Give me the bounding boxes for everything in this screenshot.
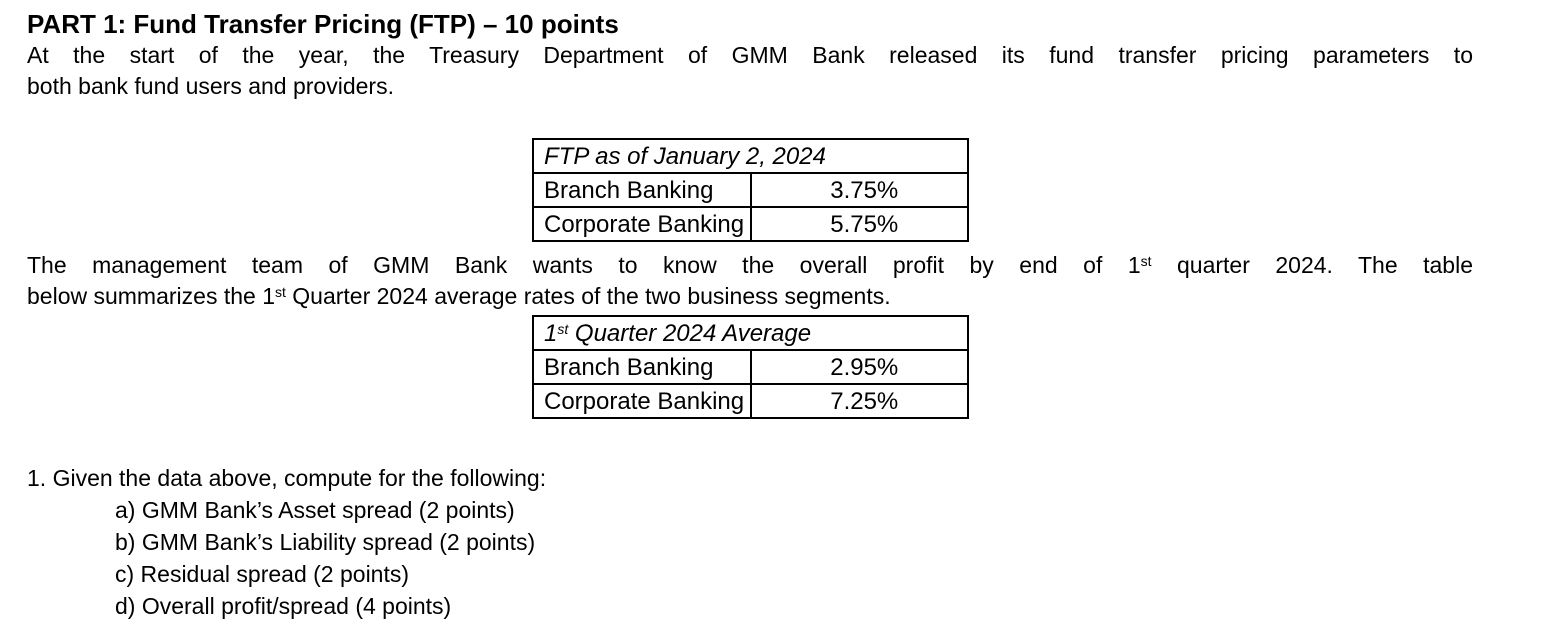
ftp-table: FTP as of January 2, 2024 Branch Banking… <box>532 138 969 242</box>
rate-value: 3.75% <box>749 172 969 208</box>
para2-line1: The management team of GMM Bank wants to… <box>27 250 1473 281</box>
question-item-c: c) Residual spread (2 points) <box>115 561 410 587</box>
question-item-a: a) GMM Bank’s Asset spread (2 points) <box>115 497 515 523</box>
rate-value: 7.25% <box>749 383 969 419</box>
question-item-b: b) GMM Bank’s Liability spread (2 points… <box>115 529 536 555</box>
document-page: PART 1: Fund Transfer Pricing (FTP) – 10… <box>27 9 1473 622</box>
para1-line2: both bank fund users and providers. <box>27 73 394 99</box>
ftp-table-title-row: FTP as of January 2, 2024 <box>532 138 969 174</box>
part1-heading: PART 1: Fund Transfer Pricing (FTP) – 10… <box>27 9 619 39</box>
question-items: a) GMM Bank’s Asset spread (2 points) b)… <box>115 494 1473 622</box>
para1-line1: At the start of the year, the Treasury D… <box>27 42 1473 68</box>
superscript-st: st <box>275 284 286 300</box>
q1-average-table: 1st Quarter 2024 Average Branch Banking … <box>532 315 969 419</box>
table-row: Branch Banking 3.75% <box>532 172 969 208</box>
para2-line1-text: The management team of GMM Bank wants to… <box>27 252 1141 278</box>
table-row: Corporate Banking 5.75% <box>532 206 969 242</box>
title-text: Quarter 2024 Average <box>568 319 812 347</box>
superscript-st: st <box>557 320 569 337</box>
question-intro: 1. Given the data above, compute for the… <box>27 465 547 491</box>
para2-line2: below summarizes the 1st Quarter 2024 av… <box>27 281 1473 312</box>
segment-label: Corporate Banking <box>532 206 752 242</box>
segment-label: Branch Banking <box>532 349 752 385</box>
segment-label: Corporate Banking <box>532 383 752 419</box>
ftp-table-title: FTP as of January 2, 2024 <box>532 138 969 174</box>
table-row: Corporate Banking 7.25% <box>532 383 969 419</box>
q1-average-table-title: 1st Quarter 2024 Average <box>532 315 969 351</box>
question-block: 1. Given the data above, compute for the… <box>27 462 1473 622</box>
superscript-st: st <box>1140 253 1152 269</box>
blank-line <box>27 102 1473 133</box>
para2-line1-text: quarter 2024. The table <box>1151 252 1473 278</box>
para2-line2-text: Quarter 2024 average rates of the two bu… <box>285 283 891 309</box>
table-row: Branch Banking 2.95% <box>532 349 969 385</box>
rate-value: 2.95% <box>749 349 969 385</box>
rate-value: 5.75% <box>749 206 969 242</box>
segment-label: Branch Banking <box>532 172 752 208</box>
q1-average-table-title-row: 1st Quarter 2024 Average <box>532 315 969 351</box>
para2-line2-text: below summarizes the 1 <box>27 283 275 309</box>
title-text: 1 <box>544 319 558 347</box>
question-item-d: d) Overall profit/spread (4 points) <box>115 593 452 619</box>
